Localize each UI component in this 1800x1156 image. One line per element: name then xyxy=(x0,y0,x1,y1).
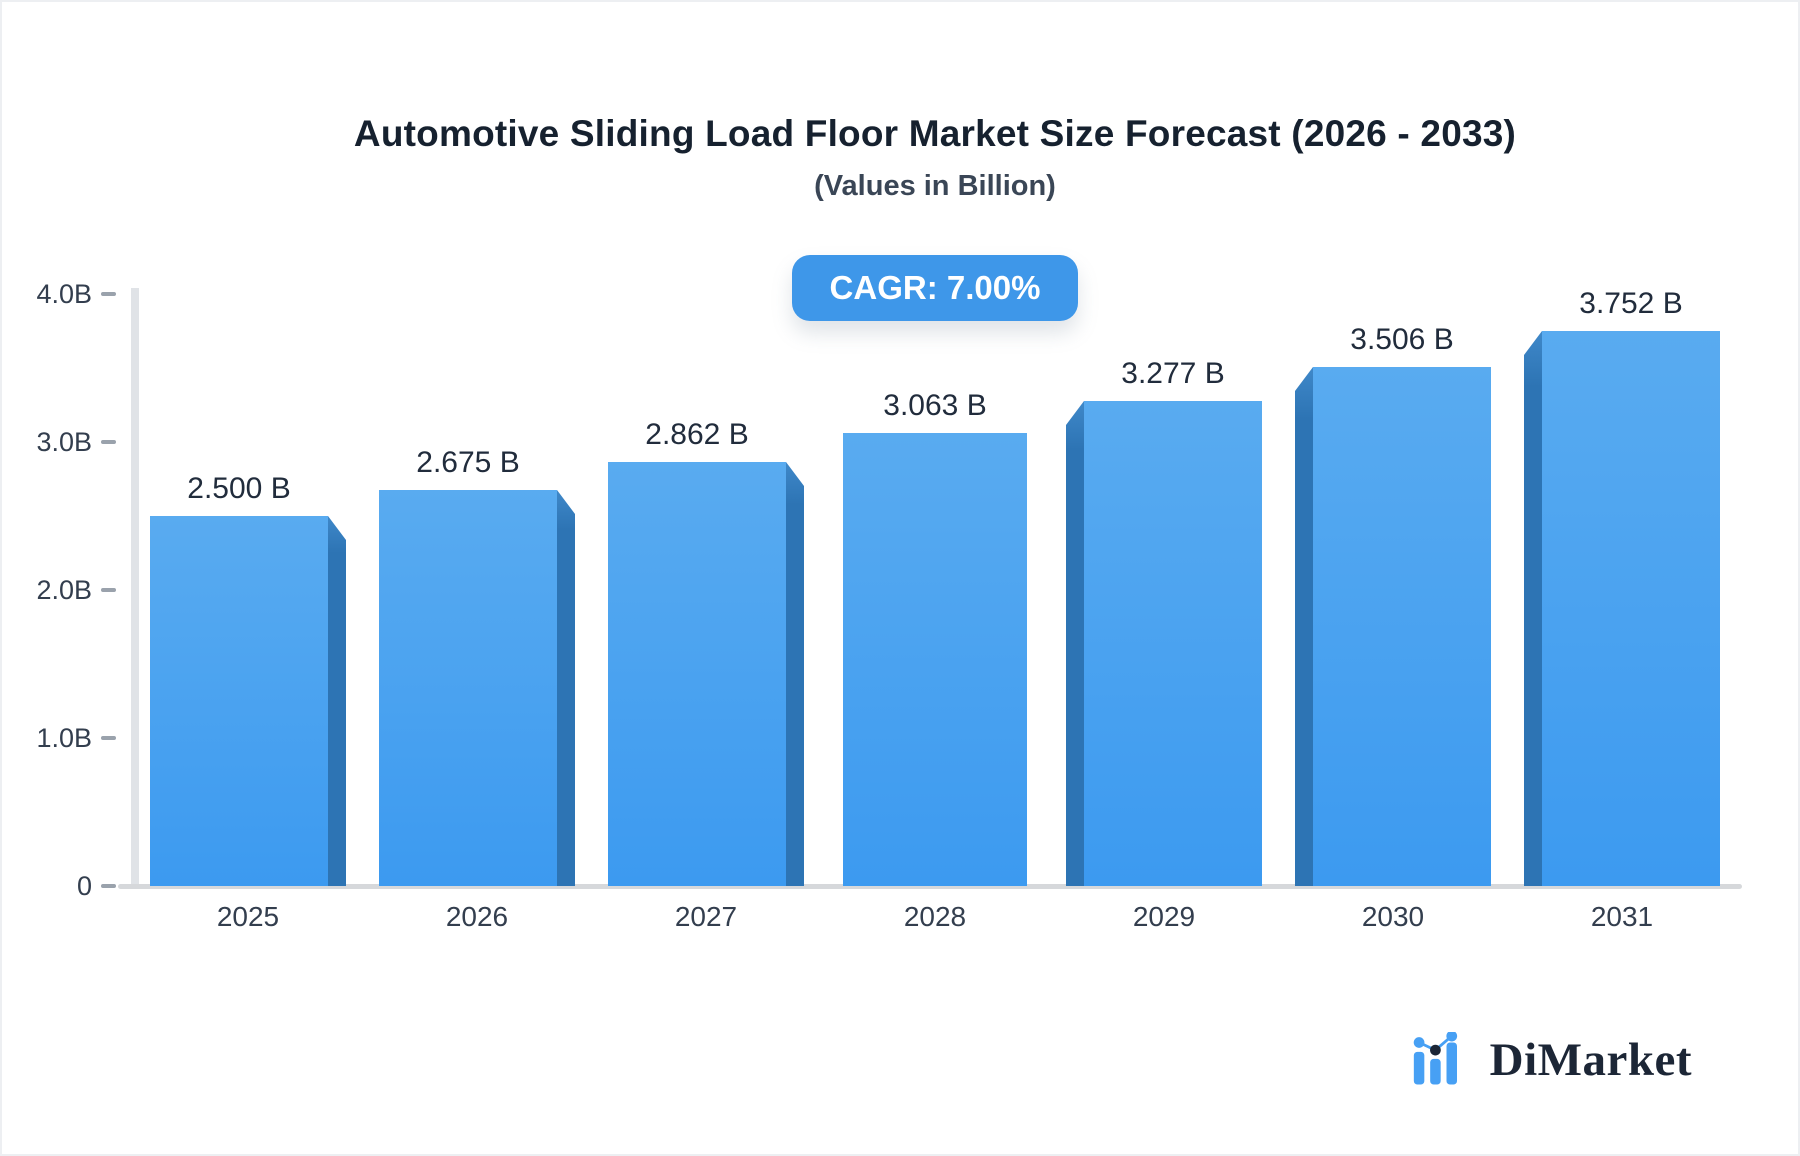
bar-value-label: 2.500 B xyxy=(187,472,291,505)
y-tick-label: 2.0B xyxy=(36,575,92,605)
x-tick-label: 2029 xyxy=(1132,901,1196,932)
bar-value-label: 3.063 B xyxy=(883,389,987,422)
brand-logo-text: DiMarket xyxy=(1489,1034,1692,1086)
bar-2025 xyxy=(150,516,346,886)
x-tick-label: 2027 xyxy=(674,901,738,932)
bar-value-label: 3.277 B xyxy=(1121,357,1225,390)
y-tick-label: 3.0B xyxy=(36,427,92,457)
chart-header: Automotive Sliding Load Floor Market Siz… xyxy=(70,0,1800,321)
x-tick-label: 2031 xyxy=(1590,901,1654,932)
bar-value-label: 2.862 B xyxy=(645,418,749,451)
brand-logo: DiMarket xyxy=(1410,1032,1692,1088)
bar-2028 xyxy=(837,433,1033,886)
bar-value-label: 2.675 B xyxy=(416,446,520,479)
bar-face xyxy=(1313,367,1491,886)
bar-side-3d xyxy=(557,490,575,886)
y-tick-label: 4.0B xyxy=(36,279,92,309)
chart-title: Automotive Sliding Load Floor Market Siz… xyxy=(353,113,1517,154)
y-tick-label: 0 xyxy=(76,871,92,901)
x-tick-label: 2025 xyxy=(216,901,280,932)
x-tick-label: 2030 xyxy=(1361,901,1425,932)
y-tick-mark xyxy=(101,440,116,444)
bar-face xyxy=(1542,331,1720,886)
bar-2026 xyxy=(379,490,575,886)
bar-face xyxy=(608,462,786,886)
y-tick-mark xyxy=(101,884,116,888)
bar-side-3d xyxy=(1524,331,1542,886)
bar-2027 xyxy=(608,462,804,886)
bar-side-3d xyxy=(328,516,346,886)
bar-2030 xyxy=(1295,367,1491,886)
bar-face xyxy=(150,516,328,886)
y-axis-line xyxy=(131,288,139,886)
bar-value-label: 3.506 B xyxy=(1350,323,1454,356)
bar-chart-logo-icon xyxy=(1413,1032,1457,1085)
bar-face xyxy=(379,490,557,886)
x-tick-label: 2028 xyxy=(903,901,967,932)
bar-side-3d xyxy=(1066,401,1084,886)
bar-side-3d xyxy=(1295,367,1313,886)
bar-side-3d xyxy=(786,462,804,886)
x-axis-baseline xyxy=(118,884,1742,889)
bar-face xyxy=(843,433,1027,886)
cagr-badge: CAGR: 7.00% xyxy=(791,255,1079,321)
y-tick-mark xyxy=(101,292,116,296)
x-tick-label: 2026 xyxy=(445,901,509,932)
y-tick-mark xyxy=(101,588,116,592)
bar-2031 xyxy=(1524,331,1720,886)
y-tick-mark xyxy=(101,736,116,740)
chart-subtitle: (Values in Billion) xyxy=(814,170,1056,202)
bar-value-label: 3.752 B xyxy=(1579,287,1683,320)
y-tick-label: 1.0B xyxy=(36,723,92,753)
bar-2029 xyxy=(1066,401,1262,886)
bar-face xyxy=(1084,401,1262,886)
